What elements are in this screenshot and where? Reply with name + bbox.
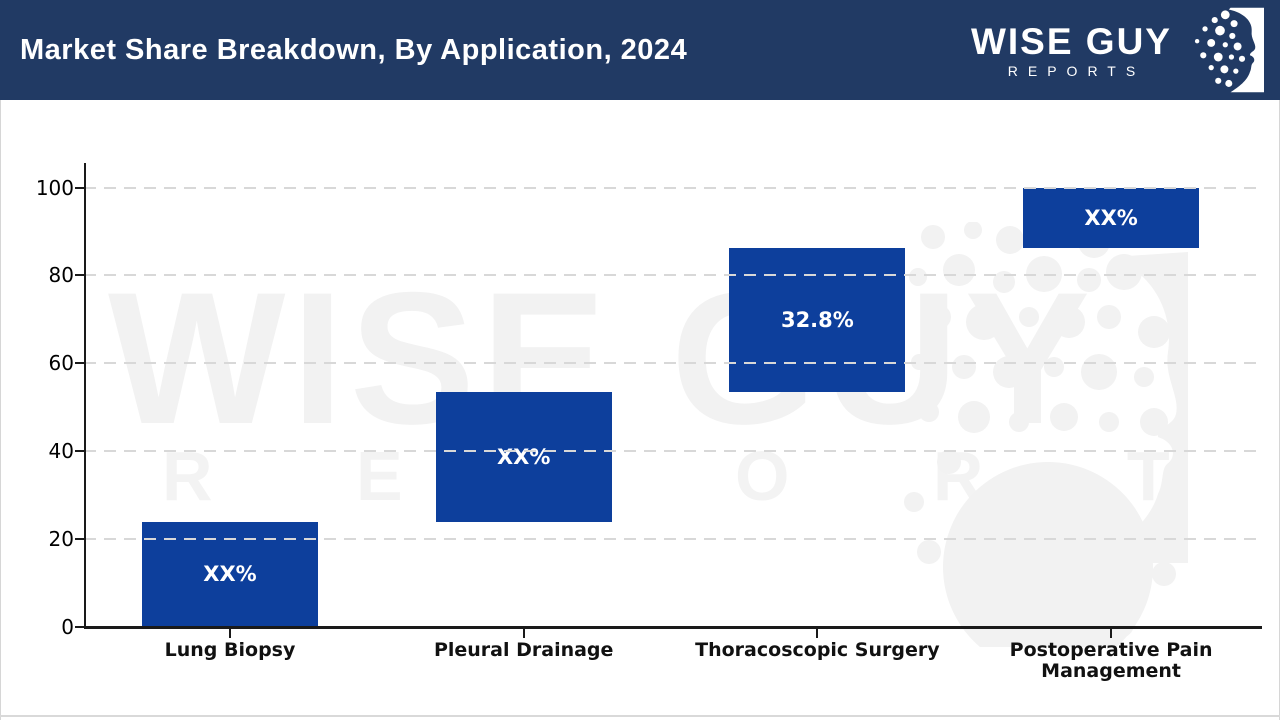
logo-wordmark: WISE GUY (970, 20, 1172, 62)
frame-bottom-border (0, 715, 1280, 717)
logo-subtitle: REPORTS (1007, 62, 1146, 79)
bar-thoracoscopic-surgery[interactable]: 32.8% (729, 247, 906, 392)
x-axis-tick-mark[interactable] (816, 629, 819, 638)
y-axis-tick-mark[interactable] (75, 538, 84, 541)
bar-postoperative-pain-management[interactable]: XX% (1023, 187, 1200, 248)
y-axis-tick-label[interactable]: 80 (48, 263, 74, 288)
gridline[interactable] (84, 362, 1262, 365)
gridline[interactable] (84, 274, 1262, 277)
bar-value-label: XX% (1084, 205, 1138, 230)
gridline[interactable] (84, 186, 1262, 189)
y-axis-tick-label[interactable]: 20 (48, 527, 74, 552)
watermark-face-icon (904, 222, 1188, 647)
bar-value-label: XX% (496, 444, 551, 469)
x-axis-line (84, 626, 1262, 629)
y-axis-tick-label[interactable]: 0 (61, 615, 74, 639)
y-axis-tick-label[interactable]: 100 (35, 175, 74, 200)
bar-value-label: XX% (203, 562, 257, 587)
y-axis-tick-mark[interactable] (75, 362, 84, 365)
y-axis-tick-label[interactable]: 40 (48, 439, 74, 464)
x-axis-tick-mark[interactable] (229, 629, 231, 638)
frame-left-border (0, 100, 1, 720)
wiseguy-face-icon (1194, 7, 1264, 93)
bar-pleural-drainage[interactable]: XX% (435, 391, 612, 522)
y-axis-tick-mark[interactable] (75, 626, 84, 628)
gridline[interactable] (84, 450, 1262, 453)
y-axis-tick-mark[interactable] (75, 186, 84, 189)
y-axis-line (84, 163, 86, 628)
x-axis-category-label[interactable]: Pleural Drainage (433, 639, 614, 661)
wiseguy-logo: WISE GUY REPORTS (971, 6, 1266, 94)
x-axis-category-label[interactable]: Lung Biopsy (164, 639, 296, 661)
x-axis-category-label[interactable]: Postoperative Pain Management (1009, 639, 1213, 682)
x-axis-tick-mark[interactable] (522, 629, 525, 638)
x-axis-category-label[interactable]: Thoracoscopic Surgery (695, 639, 940, 661)
bar-value-label: 32.8% (780, 307, 854, 332)
page-title: Market Share Breakdown, By Application, … (20, 33, 688, 66)
x-axis-tick-mark[interactable] (1110, 629, 1113, 638)
y-axis-tick-label[interactable]: 60 (48, 351, 74, 376)
wiseguy-logo-text: WISE GUY REPORTS (971, 23, 1172, 78)
header-bar: Market Share Breakdown, By Application, … (0, 0, 1280, 100)
gridline[interactable] (84, 538, 1262, 541)
y-axis-tick-mark[interactable] (75, 274, 84, 277)
y-axis-tick-mark[interactable] (75, 450, 84, 453)
